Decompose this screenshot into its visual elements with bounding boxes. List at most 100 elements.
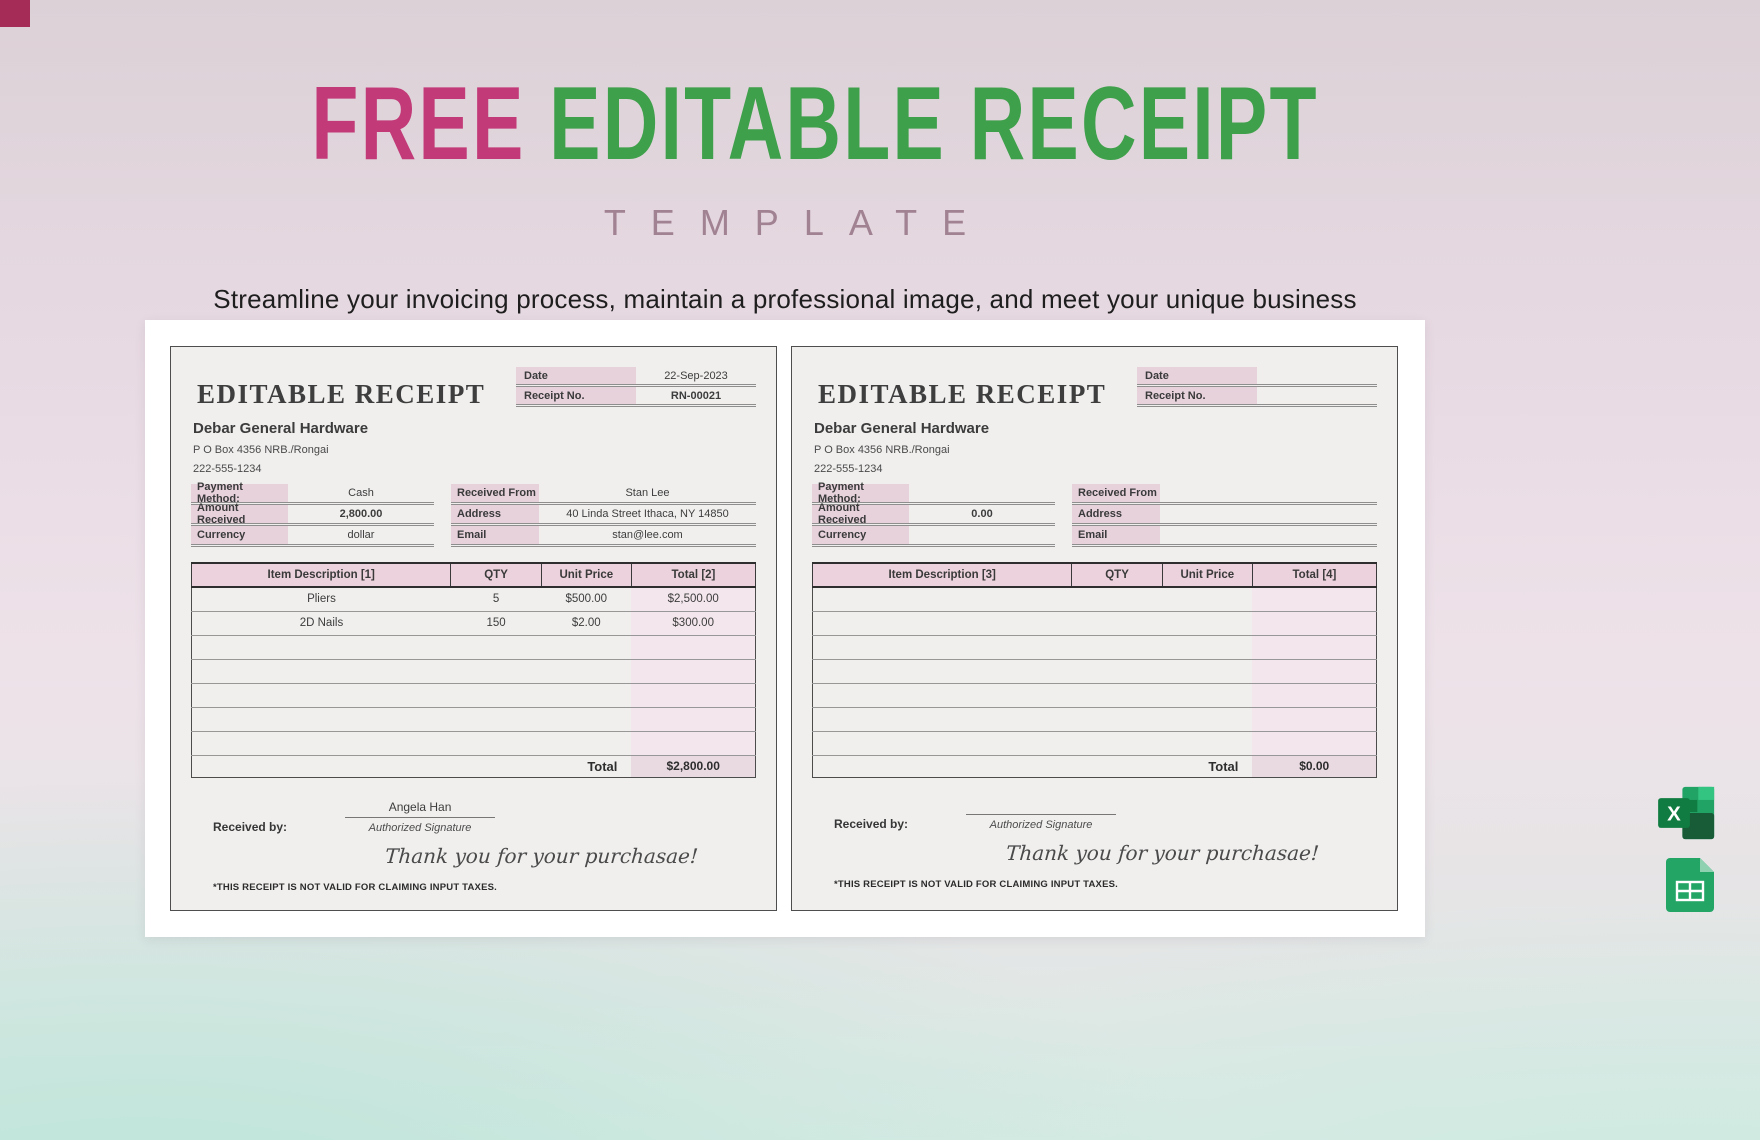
payment-method-value[interactable] xyxy=(909,484,1055,502)
item-cell[interactable] xyxy=(812,611,1072,636)
item-cell[interactable]: 150 xyxy=(450,611,542,636)
signature-name[interactable] xyxy=(966,800,1117,815)
item-cell[interactable] xyxy=(1071,659,1163,684)
item-cell[interactable] xyxy=(1162,683,1253,708)
item-cell[interactable]: $2.00 xyxy=(541,611,632,636)
item-cell[interactable] xyxy=(541,731,632,756)
email-row[interactable]: Email stan@lee.com xyxy=(451,526,756,547)
address-value[interactable] xyxy=(1160,505,1377,523)
address-value[interactable]: 40 Linda Street Ithaca, NY 14850 xyxy=(566,508,729,520)
receipt-no-value[interactable]: RN-00021 xyxy=(670,389,722,402)
date-row[interactable]: Date 22-Sep-2023 xyxy=(516,367,756,387)
item-cell[interactable] xyxy=(450,707,542,732)
item-cell[interactable] xyxy=(1252,587,1377,612)
item-row xyxy=(812,707,1377,732)
google-sheets-icon[interactable] xyxy=(1666,858,1714,917)
email-value[interactable]: stan@lee.com xyxy=(612,529,683,541)
amount-received-value[interactable]: 0.00 xyxy=(971,508,993,520)
item-cell[interactable] xyxy=(812,683,1072,708)
email-value[interactable] xyxy=(1160,526,1377,544)
item-cell[interactable] xyxy=(1071,587,1163,612)
template-preview-card: EDITABLE RECEIPT Date 22-Sep-2023 Receip… xyxy=(145,320,1425,937)
item-cell[interactable] xyxy=(1252,683,1377,708)
item-cell[interactable] xyxy=(631,683,756,708)
payment-method-value[interactable]: Cash xyxy=(348,487,374,499)
amount-received-row[interactable]: Amount Received 0.00 xyxy=(812,502,1055,526)
item-cell[interactable] xyxy=(1252,731,1377,756)
currency-value[interactable]: dollar xyxy=(347,529,375,541)
email-row[interactable]: Email xyxy=(1072,526,1377,547)
item-cell[interactable] xyxy=(1071,683,1163,708)
amount-received-row[interactable]: Amount Received 2,800.00 xyxy=(191,502,434,526)
item-cell[interactable] xyxy=(1162,587,1253,612)
item-cell[interactable] xyxy=(1162,707,1253,732)
item-cell[interactable] xyxy=(541,635,632,660)
signature-block[interactable]: Angela Han Authorized Signature xyxy=(345,800,496,834)
signature-block[interactable]: Authorized Signature xyxy=(966,800,1117,831)
item-cell[interactable] xyxy=(191,683,451,708)
currency-value[interactable] xyxy=(909,526,1055,544)
item-cell[interactable] xyxy=(541,707,632,732)
address-label: Address xyxy=(1072,505,1160,523)
item-cell[interactable] xyxy=(541,683,632,708)
item-cell[interactable]: Pliers xyxy=(191,587,451,612)
payment-method-row[interactable]: Payment Method: xyxy=(812,481,1055,505)
item-cell[interactable] xyxy=(191,659,451,684)
received-from-value[interactable]: Stan Lee xyxy=(625,487,670,499)
received-from-row[interactable]: Received From xyxy=(1072,484,1377,505)
excel-icon[interactable]: X xyxy=(1658,785,1718,846)
item-cell[interactable]: 2D Nails xyxy=(191,611,451,636)
item-cell[interactable] xyxy=(191,635,451,660)
item-cell[interactable]: $500.00 xyxy=(541,587,632,612)
item-cell[interactable] xyxy=(631,707,756,732)
item-cell[interactable] xyxy=(812,635,1072,660)
amount-received-value[interactable]: 2,800.00 xyxy=(339,508,383,520)
item-cell[interactable] xyxy=(631,635,756,660)
item-cell[interactable] xyxy=(1162,635,1253,660)
item-cell[interactable] xyxy=(191,707,451,732)
received-from-label: Received From xyxy=(1072,484,1160,502)
item-cell[interactable] xyxy=(450,731,542,756)
item-cell[interactable] xyxy=(1162,731,1253,756)
date-row[interactable]: Date xyxy=(1137,367,1377,387)
item-cell[interactable] xyxy=(1162,659,1253,684)
receipt-no-row[interactable]: Receipt No. RN-00021 xyxy=(516,387,756,407)
address-row[interactable]: Address xyxy=(1072,505,1377,526)
item-cell[interactable] xyxy=(1252,707,1377,732)
item-cell[interactable] xyxy=(1071,707,1163,732)
receipt-no-row[interactable]: Receipt No. xyxy=(1137,387,1377,407)
receipt-no-value[interactable] xyxy=(1257,387,1377,404)
item-cell[interactable] xyxy=(1252,659,1377,684)
item-cell[interactable] xyxy=(1252,635,1377,660)
currency-row[interactable]: Currency dollar xyxy=(191,526,434,547)
item-cell[interactable] xyxy=(812,731,1072,756)
company-address: P O Box 4356 NRB./Rongai xyxy=(814,444,950,456)
item-cell[interactable] xyxy=(812,659,1072,684)
item-cell[interactable]: $300.00 xyxy=(631,611,756,636)
item-cell[interactable] xyxy=(450,635,542,660)
received-from-value[interactable] xyxy=(1160,484,1377,502)
currency-row[interactable]: Currency xyxy=(812,526,1055,547)
item-cell[interactable] xyxy=(1252,611,1377,636)
item-cell[interactable] xyxy=(450,683,542,708)
item-cell[interactable] xyxy=(1071,635,1163,660)
item-cell[interactable] xyxy=(1071,731,1163,756)
item-cell[interactable] xyxy=(631,731,756,756)
address-row[interactable]: Address 40 Linda Street Ithaca, NY 14850 xyxy=(451,505,756,526)
item-cell[interactable]: 5 xyxy=(450,587,542,612)
payment-method-row[interactable]: Payment Method: Cash xyxy=(191,481,434,505)
signature-name[interactable]: Angela Han xyxy=(345,800,496,818)
page-title-free: FREE xyxy=(311,66,526,182)
item-cell[interactable] xyxy=(1162,611,1253,636)
item-cell[interactable] xyxy=(541,659,632,684)
item-cell[interactable]: $2,500.00 xyxy=(631,587,756,612)
date-value[interactable]: 22-Sep-2023 xyxy=(664,369,728,382)
item-cell[interactable] xyxy=(450,659,542,684)
item-cell[interactable] xyxy=(1071,611,1163,636)
date-value[interactable] xyxy=(1257,367,1377,384)
received-from-row[interactable]: Received From Stan Lee xyxy=(451,484,756,505)
item-cell[interactable] xyxy=(191,731,451,756)
item-cell[interactable] xyxy=(812,707,1072,732)
item-cell[interactable] xyxy=(812,587,1072,612)
item-cell[interactable] xyxy=(631,659,756,684)
